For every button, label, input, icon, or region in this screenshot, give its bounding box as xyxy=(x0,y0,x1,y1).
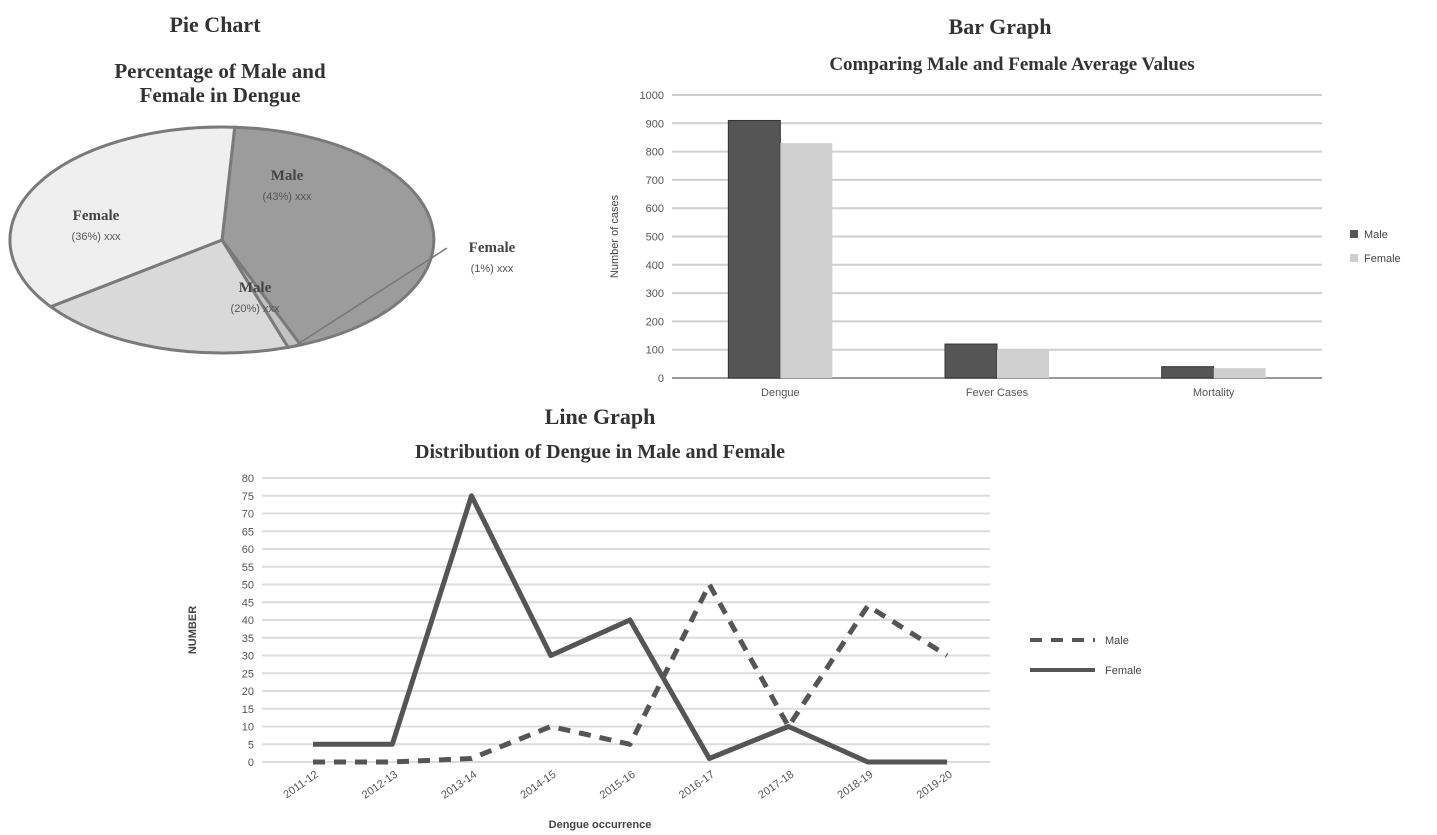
bar-category-label: Mortality xyxy=(1193,387,1235,399)
bar-legend-swatch xyxy=(1350,254,1358,262)
line-y-tick-label: 35 xyxy=(242,633,254,645)
pie-slice-label: Male xyxy=(271,168,304,184)
bar-y-axis-label: Number of cases xyxy=(609,194,621,278)
bar-mark xyxy=(1161,366,1215,379)
pie-chart-panel: Pie Chart Percentage of Male and Female i… xyxy=(8,12,516,355)
bar-chart-title: Comparing Male and Female Average Values xyxy=(829,54,1194,75)
bar-y-tick-label: 300 xyxy=(646,288,664,300)
pie-chart-title: Percentage of Male and Female in Dengue xyxy=(114,59,326,107)
bar-category-label: Dengue xyxy=(761,387,800,399)
pie-slice-value-label: (20%) xxx xyxy=(231,303,280,315)
bar-legend-label: Female xyxy=(1364,253,1401,265)
line-y-tick-label: 45 xyxy=(242,597,254,609)
bar-mark xyxy=(997,349,1049,378)
line-y-tick-label: 20 xyxy=(242,686,254,698)
line-x-tick-label: 2012-13 xyxy=(360,769,400,802)
line-y-tick-label: 15 xyxy=(242,704,254,716)
bar-y-tick-label: 1000 xyxy=(640,90,664,102)
pie-slice-value-label: (43%) xxx xyxy=(263,191,312,203)
line-series-male xyxy=(313,582,949,765)
pie-slice-value-label: (36%) xxx xyxy=(72,231,121,243)
bar-mark xyxy=(1213,368,1266,378)
bar-category-label: Fever Cases xyxy=(966,387,1029,399)
pie-slice-value-label: (1%) xxx xyxy=(471,263,514,275)
line-x-tick-label: 2013-14 xyxy=(439,769,479,802)
bar-y-tick-label: 800 xyxy=(646,147,664,159)
pie-slice xyxy=(47,238,291,355)
bar-legend-label: Male xyxy=(1364,229,1388,241)
line-plot-area: 0 5 10 15 20 25 30 35 40 45 50 55 60 65 70 75 80 2011-12 2… xyxy=(187,473,1142,831)
line-y-tick-label: 70 xyxy=(242,509,254,521)
pie-title-line-1: Percentage of Male and xyxy=(114,59,326,83)
bar-chart-panel: Bar Graph Comparing Male and Female Aver… xyxy=(609,14,1401,399)
line-y-tick-label: 25 xyxy=(242,668,254,680)
line-legend-label: Female xyxy=(1105,665,1142,677)
line-y-tick-label: 40 xyxy=(242,615,254,627)
line-chart-title: Distribution of Dengue in Male and Femal… xyxy=(415,441,785,463)
bar-y-tick-label: 700 xyxy=(646,175,664,187)
bar-mark xyxy=(780,143,833,378)
line-x-axis-label: Dengue occurrence xyxy=(549,819,652,831)
line-y-tick-label: 50 xyxy=(242,580,254,592)
pie-slice-label: Male xyxy=(239,280,272,296)
pie-slices: Male (43%) xxx Female (1%) xxx Male (20%) xxx… xyxy=(8,125,516,355)
bar-chart-heading: Bar Graph xyxy=(949,14,1052,39)
bar-y-tick-label: 100 xyxy=(646,345,664,357)
bar-y-tick-label: 500 xyxy=(646,232,664,244)
line-y-tick-label: 65 xyxy=(242,526,254,538)
bar-y-tick-label: 0 xyxy=(658,373,664,385)
line-x-tick-label: 2015-16 xyxy=(598,769,638,802)
pie-chart-heading: Pie Chart xyxy=(169,12,261,37)
bar-legend-swatch xyxy=(1350,230,1358,238)
line-series-female xyxy=(313,493,947,765)
line-y-tick-label: 5 xyxy=(248,739,254,751)
line-x-tick-label: 2018-19 xyxy=(836,769,876,802)
pie-slice xyxy=(8,125,237,309)
bar-y-tick-label: 400 xyxy=(646,260,664,272)
line-y-tick-label: 80 xyxy=(242,473,254,485)
line-y-tick-label: 10 xyxy=(242,722,254,734)
bar-y-tick-label: 600 xyxy=(646,203,664,215)
line-x-tick-label: 2014-15 xyxy=(519,769,559,802)
bar-mark xyxy=(727,119,781,379)
bar-mark xyxy=(944,343,998,379)
line-chart-heading: Line Graph xyxy=(545,404,656,429)
line-y-tick-label: 75 xyxy=(242,491,254,503)
line-x-tick-label: 2017-18 xyxy=(756,769,796,802)
line-x-tick-label: 2011-12 xyxy=(281,769,320,802)
pie-slice-label: Female xyxy=(73,208,120,224)
pie-leader-line xyxy=(293,247,448,347)
bar-plot-area: 0 100 200 300 400 500 600 700 800 900 1000 Number o… xyxy=(609,90,1401,399)
bar-y-tick-label: 900 xyxy=(646,118,664,130)
pie-slice-label: Female xyxy=(469,240,516,256)
pie-title-line-2: Female in Dengue xyxy=(140,83,301,107)
line-y-axis-label: NUMBER xyxy=(187,606,199,654)
line-y-tick-label: 55 xyxy=(242,562,254,574)
line-y-tick-label: 60 xyxy=(242,544,254,556)
line-x-tick-label: 2019-20 xyxy=(915,769,955,802)
line-chart-panel: Line Graph Distribution of Dengue in Mal… xyxy=(187,404,1142,831)
line-y-tick-label: 0 xyxy=(248,757,254,769)
line-x-tick-label: 2016-17 xyxy=(677,769,717,802)
bar-y-tick-label: 200 xyxy=(646,316,664,328)
line-legend-label: Male xyxy=(1105,635,1129,647)
line-y-tick-label: 30 xyxy=(242,651,254,663)
